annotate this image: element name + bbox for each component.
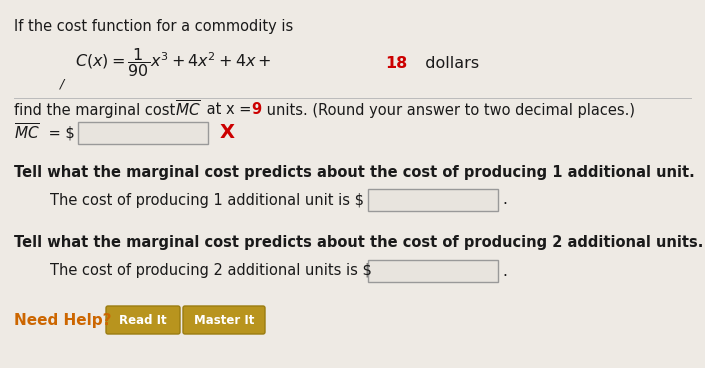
Text: dollars: dollars: [415, 56, 479, 71]
FancyBboxPatch shape: [106, 306, 180, 334]
Text: Tell what the marginal cost predicts about the cost of producing 2 additional un: Tell what the marginal cost predicts abo…: [14, 236, 704, 251]
Text: $\overline{MC}$: $\overline{MC}$: [175, 100, 201, 120]
Text: Read It: Read It: [119, 314, 167, 326]
FancyBboxPatch shape: [368, 189, 498, 211]
Text: .: .: [502, 263, 507, 279]
Text: .: .: [502, 192, 507, 208]
Text: If the cost function for a commodity is: If the cost function for a commodity is: [14, 19, 293, 34]
Text: $\overline{MC}$: $\overline{MC}$: [14, 123, 39, 143]
Text: units. (Round your answer to two decimal places.): units. (Round your answer to two decimal…: [262, 103, 635, 117]
Text: = $: = $: [44, 125, 75, 141]
Text: $C(x) = \dfrac{1}{90}x^3 + 4x^2 + 4x + $: $C(x) = \dfrac{1}{90}x^3 + 4x^2 + 4x + $: [75, 46, 271, 79]
Text: X: X: [220, 124, 235, 142]
Text: 9: 9: [251, 103, 261, 117]
FancyBboxPatch shape: [368, 260, 498, 282]
Text: Need Help?: Need Help?: [14, 312, 111, 328]
Text: The cost of producing 1 additional unit is $: The cost of producing 1 additional unit …: [50, 192, 364, 208]
Text: Tell what the marginal cost predicts about the cost of producing 1 additional un: Tell what the marginal cost predicts abo…: [14, 164, 694, 180]
FancyBboxPatch shape: [78, 122, 208, 144]
Text: The cost of producing 2 additional units is $: The cost of producing 2 additional units…: [50, 263, 372, 279]
Text: find the marginal cost: find the marginal cost: [14, 103, 180, 117]
FancyBboxPatch shape: [183, 306, 265, 334]
Text: at x =: at x =: [202, 103, 256, 117]
Text: 18: 18: [385, 56, 407, 71]
Text: Master It: Master It: [194, 314, 255, 326]
Text: /: /: [60, 78, 64, 91]
